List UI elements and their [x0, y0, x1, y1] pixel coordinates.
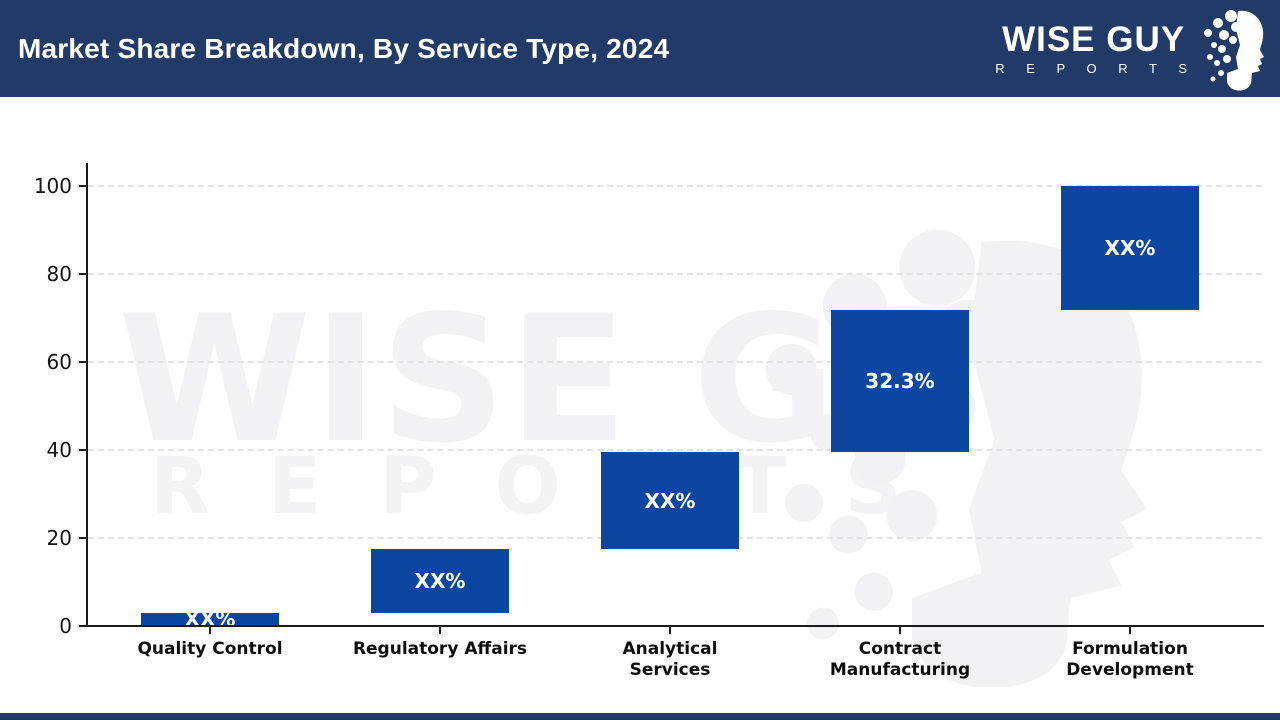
- bar-analytical-services: XX%: [601, 452, 739, 549]
- y-tick-label-60: 60: [46, 350, 72, 374]
- x-axis-line: [86, 625, 1264, 627]
- x-label-contract-manufacturing: Contract Manufacturing: [829, 639, 971, 681]
- y-tick-label-20: 20: [46, 526, 72, 550]
- x-label-regulatory-affairs: Regulatory Affairs: [352, 639, 528, 659]
- logo-face-icon: [1204, 9, 1264, 91]
- gridline-100: [88, 185, 1262, 187]
- bar-contract-manufacturing: 32.3%: [831, 310, 969, 453]
- bar-regulatory-affairs: XX%: [371, 549, 509, 613]
- bar-quality-control: XX%: [141, 607, 279, 631]
- x-label-analytical-services: Analytical Services: [622, 639, 718, 681]
- bar-value-label: XX%: [1104, 236, 1156, 261]
- y-axis-line: [86, 163, 88, 627]
- bar-value-label: XX%: [644, 488, 696, 513]
- y-tick-label-40: 40: [46, 438, 72, 462]
- logo-wordmark: WISE GUY: [1002, 20, 1186, 59]
- logo-subtext: R E P O R T S: [995, 61, 1196, 76]
- wise-guy-logo: WISE GUY R E P O R T S: [991, 6, 1266, 91]
- gridline-80: [88, 273, 1262, 275]
- x-tick-1: [209, 627, 211, 634]
- y-tick-label-0: 0: [59, 614, 72, 638]
- x-label-quality-control: Quality Control: [137, 639, 283, 659]
- x-tick-5: [1129, 627, 1131, 634]
- x-label-formulation-development: Formulation Development: [1066, 639, 1194, 681]
- x-tick-3: [669, 627, 671, 634]
- y-tick-80: [79, 273, 87, 275]
- watermark-subtext: REPORTS: [150, 442, 959, 532]
- y-tick-label-80: 80: [46, 262, 72, 286]
- y-tick-40: [79, 449, 87, 451]
- footer-bar: [0, 713, 1280, 720]
- y-tick-60: [79, 361, 87, 363]
- gridline-60: [88, 361, 1262, 363]
- y-tick-100: [79, 185, 87, 187]
- chart-title: Market Share Breakdown, By Service Type,…: [18, 32, 670, 64]
- x-tick-2: [439, 627, 441, 634]
- y-tick-20: [79, 537, 87, 539]
- y-tick-label-100: 100: [33, 174, 72, 198]
- plot-area: WISE GUY REPORTS 0 20 40 60 80 100 XX% XX% XX% 3…: [0, 97, 1280, 713]
- x-tick-4: [899, 627, 901, 634]
- y-tick-0: [79, 625, 87, 627]
- gridline-40: [88, 449, 1262, 451]
- bar-value-label: XX%: [414, 568, 466, 593]
- bar-formulation-development: XX%: [1061, 186, 1199, 311]
- bar-value-label: 32.3%: [865, 369, 935, 394]
- header-bar: Market Share Breakdown, By Service Type,…: [0, 0, 1280, 97]
